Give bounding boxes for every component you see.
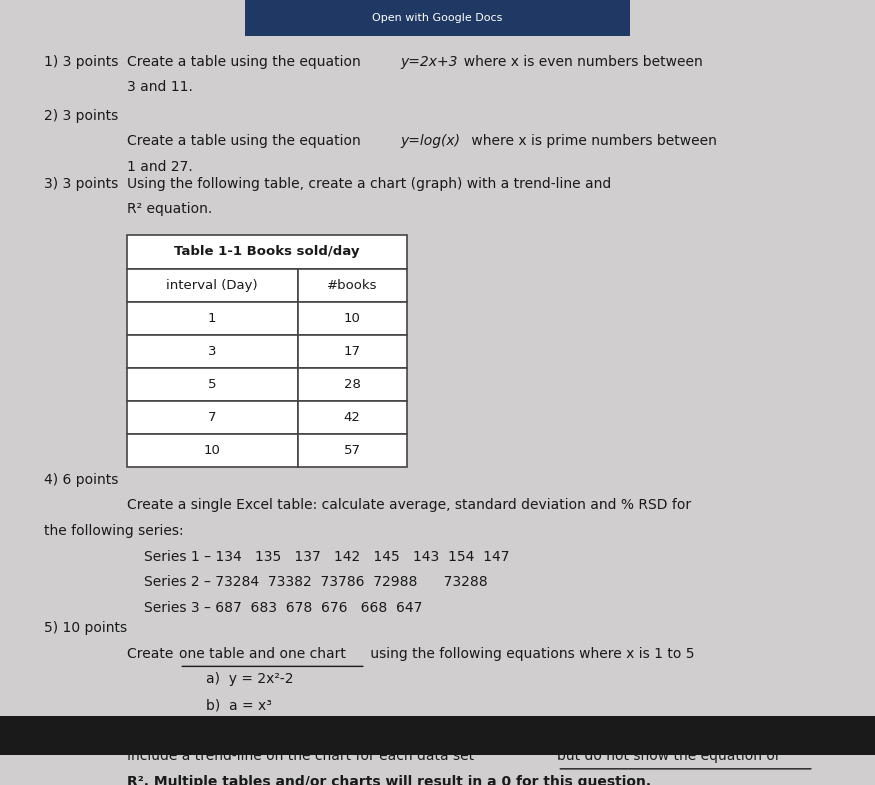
Text: #books: #books [327,279,377,291]
FancyBboxPatch shape [298,301,407,335]
Text: c)  b = x³+ (2x²-2): c) b = x³+ (2x²-2) [206,724,333,738]
FancyBboxPatch shape [298,401,407,434]
FancyBboxPatch shape [245,0,630,36]
Text: Open with Google Docs: Open with Google Docs [373,13,502,23]
FancyBboxPatch shape [127,401,298,434]
Text: y=log(x): y=log(x) [400,134,460,148]
Text: y=2x+3: y=2x+3 [400,54,458,68]
Text: Series 3 – 687  683  678  676   668  647: Series 3 – 687 683 678 676 668 647 [144,601,423,615]
Text: 2) 3 points: 2) 3 points [44,109,118,122]
Text: Series 2 – 73284  73382  73786  72988      73288: Series 2 – 73284 73382 73786 72988 73288 [144,575,488,590]
Text: R². Multiple tables and/or charts will result in a 0 for this question.: R². Multiple tables and/or charts will r… [127,775,651,785]
FancyBboxPatch shape [127,368,298,401]
Text: b)  a = x³: b) a = x³ [206,698,271,712]
FancyBboxPatch shape [127,268,298,301]
Text: Create a table using the equation: Create a table using the equation [127,134,365,148]
Text: a)  y = 2x²-2: a) y = 2x²-2 [206,673,293,686]
FancyBboxPatch shape [127,434,298,467]
Text: Create: Create [127,647,178,661]
Text: 28: 28 [344,378,360,391]
Text: 17: 17 [344,345,360,358]
Text: Table 1-1 Books sold/day: Table 1-1 Books sold/day [174,246,360,258]
Text: 57: 57 [344,444,360,458]
Text: but do not show the equation or: but do not show the equation or [557,749,781,763]
Text: 10: 10 [344,312,360,325]
Text: the following series:: the following series: [44,524,184,538]
FancyBboxPatch shape [127,335,298,368]
Text: Create a table using the equation: Create a table using the equation [127,54,365,68]
Text: 1) 3 points: 1) 3 points [44,54,118,68]
FancyBboxPatch shape [298,434,407,467]
Text: 3 and 11.: 3 and 11. [127,80,192,94]
Text: where x is prime numbers between: where x is prime numbers between [467,134,718,148]
Text: 42: 42 [344,411,360,424]
Text: 7: 7 [208,411,216,424]
Text: where x is even numbers between: where x is even numbers between [455,54,703,68]
FancyBboxPatch shape [127,236,407,268]
Text: interval (Day): interval (Day) [166,279,258,291]
Text: Include a trend-line on the chart for each data set: Include a trend-line on the chart for ea… [127,749,479,763]
Text: 3) 3 points: 3) 3 points [44,177,118,191]
FancyBboxPatch shape [0,716,875,755]
Text: Using the following table, create a chart (graph) with a trend-line and: Using the following table, create a char… [127,177,611,191]
Text: 1 and 27.: 1 and 27. [127,160,192,174]
Text: using the following equations where x is 1 to 5: using the following equations where x is… [366,647,694,661]
Text: 3: 3 [208,345,216,358]
Text: 4) 6 points: 4) 6 points [44,473,118,487]
Text: one table and one chart: one table and one chart [179,647,346,661]
Text: Create a single Excel table: calculate average, standard deviation and % RSD for: Create a single Excel table: calculate a… [127,498,691,513]
FancyBboxPatch shape [298,335,407,368]
Text: 10: 10 [204,444,220,458]
Text: 5) 10 points: 5) 10 points [44,621,127,635]
FancyBboxPatch shape [298,368,407,401]
FancyBboxPatch shape [298,268,407,301]
Text: R² equation.: R² equation. [127,203,212,216]
FancyBboxPatch shape [127,301,298,335]
Text: Series 1 – 134   135   137   142   145   143  154  147: Series 1 – 134 135 137 142 145 143 154 1… [144,550,510,564]
Text: 1: 1 [208,312,216,325]
Text: 5: 5 [208,378,216,391]
